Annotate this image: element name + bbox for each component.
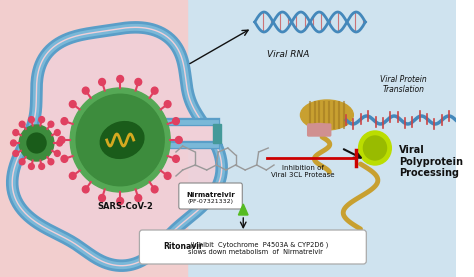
Text: Nirmatrelvir: Nirmatrelvir	[186, 192, 235, 198]
Circle shape	[48, 159, 54, 165]
Polygon shape	[238, 204, 248, 215]
Circle shape	[55, 150, 60, 157]
Circle shape	[55, 130, 60, 135]
Bar	[0, 0, 188, 277]
FancyBboxPatch shape	[179, 183, 242, 209]
Circle shape	[135, 78, 142, 86]
Circle shape	[39, 117, 45, 123]
Text: Ritonavir: Ritonavir	[164, 242, 203, 251]
Text: Inhibition of
Viral 3CL Protease: Inhibition of Viral 3CL Protease	[271, 165, 335, 178]
Text: (Inhibit  Cytochrome  P4503A & CYP2D6 )
slows down metabolism  of  Nirmatrelvir: (Inhibit Cytochrome P4503A & CYP2D6 ) sl…	[189, 242, 329, 255]
Text: (PF-07321332): (PF-07321332)	[188, 199, 234, 204]
Circle shape	[69, 101, 76, 108]
Circle shape	[175, 137, 182, 143]
Ellipse shape	[309, 124, 330, 135]
Circle shape	[364, 136, 386, 160]
Circle shape	[19, 159, 25, 165]
Circle shape	[117, 76, 124, 83]
Circle shape	[135, 194, 142, 201]
Circle shape	[27, 133, 46, 153]
Circle shape	[13, 150, 18, 157]
Circle shape	[58, 137, 65, 143]
Bar	[213, 124, 221, 143]
Circle shape	[28, 117, 34, 123]
Circle shape	[57, 140, 63, 146]
Circle shape	[48, 121, 54, 127]
Circle shape	[173, 118, 179, 125]
Circle shape	[151, 186, 158, 193]
Circle shape	[28, 163, 34, 170]
Circle shape	[99, 194, 105, 201]
Circle shape	[70, 88, 170, 192]
Polygon shape	[168, 122, 216, 145]
Circle shape	[10, 140, 16, 146]
Polygon shape	[12, 27, 222, 266]
Circle shape	[61, 155, 68, 162]
Circle shape	[359, 131, 392, 165]
Circle shape	[76, 94, 164, 186]
FancyBboxPatch shape	[139, 230, 366, 264]
Circle shape	[82, 87, 89, 94]
Circle shape	[173, 155, 179, 162]
Circle shape	[19, 121, 25, 127]
Text: Viral Protein
Translation: Viral Protein Translation	[381, 75, 427, 94]
Text: Viral RNA: Viral RNA	[267, 50, 310, 59]
Circle shape	[99, 78, 105, 86]
FancyBboxPatch shape	[308, 124, 331, 136]
Ellipse shape	[301, 100, 353, 130]
Circle shape	[39, 163, 45, 170]
Circle shape	[164, 101, 171, 108]
Circle shape	[164, 172, 171, 179]
Ellipse shape	[100, 122, 144, 158]
Circle shape	[61, 118, 68, 125]
Text: SARS-CoV-2: SARS-CoV-2	[97, 202, 153, 211]
Circle shape	[69, 172, 76, 179]
Circle shape	[19, 125, 54, 161]
Circle shape	[82, 186, 89, 193]
Circle shape	[13, 130, 18, 135]
Circle shape	[117, 198, 124, 204]
Text: Viral
Polyprotein
Processing: Viral Polyprotein Processing	[399, 145, 463, 178]
Circle shape	[151, 87, 158, 94]
